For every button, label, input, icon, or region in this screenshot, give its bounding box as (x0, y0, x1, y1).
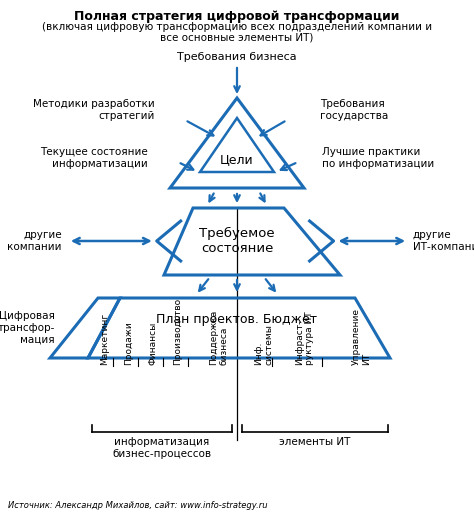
Text: Цифровая
трансфор-
мация: Цифровая трансфор- мация (0, 311, 55, 345)
Text: Требуемое
состояние: Требуемое состояние (199, 227, 275, 255)
Text: Финансы: Финансы (149, 322, 158, 365)
Text: другие
ИТ-компании: другие ИТ-компании (413, 230, 474, 252)
Text: Полная стратегия цифровой трансформации: Полная стратегия цифровой трансформации (74, 10, 400, 23)
Text: Продажи: Продажи (124, 321, 133, 365)
Text: Лучшие практики
по информатизации: Лучшие практики по информатизации (322, 147, 434, 169)
Text: Производство: Производство (173, 298, 182, 365)
Text: все основные элементы ИТ): все основные элементы ИТ) (160, 32, 314, 42)
Text: элементы ИТ: элементы ИТ (279, 437, 351, 447)
Text: Инф.
системы: Инф. системы (254, 324, 273, 365)
Text: Методики разработки
стратегий: Методики разработки стратегий (33, 99, 155, 121)
Text: Маркетинг: Маркетинг (100, 313, 109, 365)
Text: Цели: Цели (220, 154, 254, 167)
Text: Инфраст-
руктура ИТ: Инфраст- руктура ИТ (295, 311, 314, 365)
Text: информатизация
бизнес-процессов: информатизация бизнес-процессов (112, 437, 211, 459)
Text: (включая цифровую трансформацию всех подразделений компании и: (включая цифровую трансформацию всех под… (42, 22, 432, 32)
Text: План проектов. Бюджет: План проектов. Бюджет (156, 313, 318, 326)
Text: Источник: Александр Михайлов, сайт: www.info-strategy.ru: Источник: Александр Михайлов, сайт: www.… (8, 501, 267, 510)
Text: Требования бизнеса: Требования бизнеса (177, 52, 297, 62)
Text: другие
компании: другие компании (8, 230, 62, 252)
Text: Требования
государства: Требования государства (320, 99, 388, 121)
Text: Поддержка
бизнеса: Поддержка бизнеса (209, 310, 228, 365)
Text: Текущее состояние
информатизации: Текущее состояние информатизации (40, 147, 148, 169)
Text: Управление
ИТ: Управление ИТ (352, 308, 372, 365)
